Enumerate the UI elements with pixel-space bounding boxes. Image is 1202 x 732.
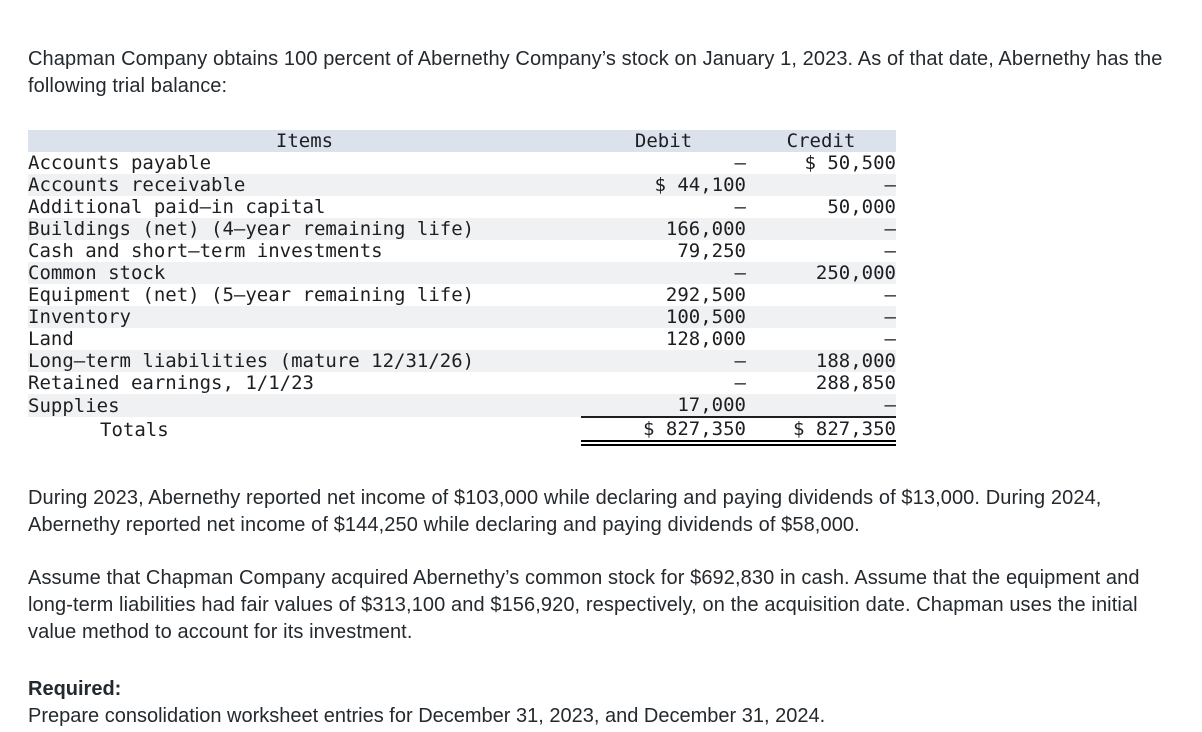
trial-balance-section: Items Debit Credit Accounts payable – $ 50… xyxy=(28,130,1176,449)
table-row: Buildings (net) (4–year remaining life) 1… xyxy=(28,218,896,240)
row-credit-value: – xyxy=(884,240,896,262)
row-credit-value: – xyxy=(746,394,896,417)
double-underline xyxy=(581,440,896,449)
row-item-label: Supplies xyxy=(28,394,581,417)
row-debit-value: 166,000 xyxy=(581,218,746,240)
table-row: Accounts receivable $ 44,100– xyxy=(28,174,896,196)
row-debit-value: $ 44,100 xyxy=(581,174,746,196)
totals-debit-value: $ 827,350 xyxy=(581,416,746,443)
header-row: Items Debit Credit xyxy=(28,130,896,152)
row-credit-value: – xyxy=(884,328,896,350)
required-section: Required: Prepare consolidation workshee… xyxy=(28,676,1176,730)
totals-credit-value: $ 827,350 xyxy=(746,416,896,443)
row-item-label: Equipment (net) (5–year remaining life) xyxy=(28,284,475,306)
row-credit-value: 288,850 xyxy=(815,372,896,394)
row-debit-value: – xyxy=(734,372,746,394)
trial-balance-body: Accounts payable – $ 50,500 Accounts receiv… xyxy=(28,152,896,417)
required-instruction: Prepare consolidation worksheet entries … xyxy=(28,705,826,727)
row-credit-value: 50,000 xyxy=(827,196,896,218)
table-row: Equipment (net) (5–year remaining life) 2… xyxy=(28,284,896,306)
totals-label: Totals xyxy=(100,419,169,441)
row-debit-value: 292,500 xyxy=(665,284,746,306)
table-row: Inventory 100,500– xyxy=(28,306,896,328)
row-debit-value: – xyxy=(734,152,746,174)
row-item-label: Buildings (net) (4–year remaining life) xyxy=(28,218,581,240)
row-item-label: Accounts receivable xyxy=(28,174,581,196)
income-dividends-paragraph: During 2023, Abernethy reported net inco… xyxy=(28,487,1102,536)
row-credit-value: – xyxy=(746,174,896,196)
required-label: Required: xyxy=(28,678,122,700)
table-row: Retained earnings, 1/1/23 – 288,850 xyxy=(28,372,896,394)
row-item-label: Common stock xyxy=(28,262,581,284)
intro-paragraph: Chapman Company obtains 100 percent of A… xyxy=(28,48,1163,97)
row-credit-value: 250,000 xyxy=(746,262,896,284)
row-item-label: Land xyxy=(28,328,74,350)
double-underline-spacer xyxy=(28,443,581,449)
row-credit-value: – xyxy=(746,306,896,328)
items-header: Items xyxy=(28,130,581,152)
assumptions-paragraph: Assume that Chapman Company acquired Abe… xyxy=(28,567,1140,643)
table-row: Additional paid–in capital – 50,000 xyxy=(28,196,896,218)
row-debit-value: 17,000 xyxy=(581,394,746,417)
row-credit-value: 188,000 xyxy=(746,350,896,372)
credit-header: Credit xyxy=(746,130,896,152)
row-credit-value: – xyxy=(884,284,896,306)
row-item-label: Long–term liabilities (mature 12/31/26) xyxy=(28,350,581,372)
table-row: Accounts payable – $ 50,500 xyxy=(28,152,896,174)
debit-header: Debit xyxy=(581,130,746,152)
row-debit-value: 79,250 xyxy=(677,240,746,262)
totals-row: Totals $ 827,350 $ 827,350 xyxy=(28,416,896,443)
row-credit-value: – xyxy=(746,218,896,240)
row-debit-value: 100,500 xyxy=(581,306,746,328)
table-header: Items Debit Credit xyxy=(28,130,896,152)
row-item-label: Inventory xyxy=(28,306,581,328)
row-item-label: Accounts payable xyxy=(28,152,212,174)
table-row: Long–term liabilities (mature 12/31/26) –… xyxy=(28,350,896,372)
table-footer: Totals $ 827,350 $ 827,350 xyxy=(28,416,896,449)
table-row: Supplies 17,000– xyxy=(28,394,896,417)
table-row: Cash and short–term investments 79,250 – xyxy=(28,240,896,262)
double-underline-row xyxy=(28,440,896,449)
table-row: Land 128,000 – xyxy=(28,328,896,350)
row-debit-value: 128,000 xyxy=(665,328,746,350)
table-row: Common stock –250,000 xyxy=(28,262,896,284)
row-debit-value: – xyxy=(734,196,746,218)
row-debit-value: – xyxy=(581,350,746,372)
row-credit-value: $ 50,500 xyxy=(804,152,896,174)
row-debit-value: – xyxy=(581,262,746,284)
row-item-label: Cash and short–term investments xyxy=(28,240,383,262)
row-item-label: Additional paid–in capital xyxy=(28,196,326,218)
trial-balance-table: Items Debit Credit Accounts payable – $ 50… xyxy=(28,130,896,449)
row-item-label: Retained earnings, 1/1/23 xyxy=(28,372,314,394)
